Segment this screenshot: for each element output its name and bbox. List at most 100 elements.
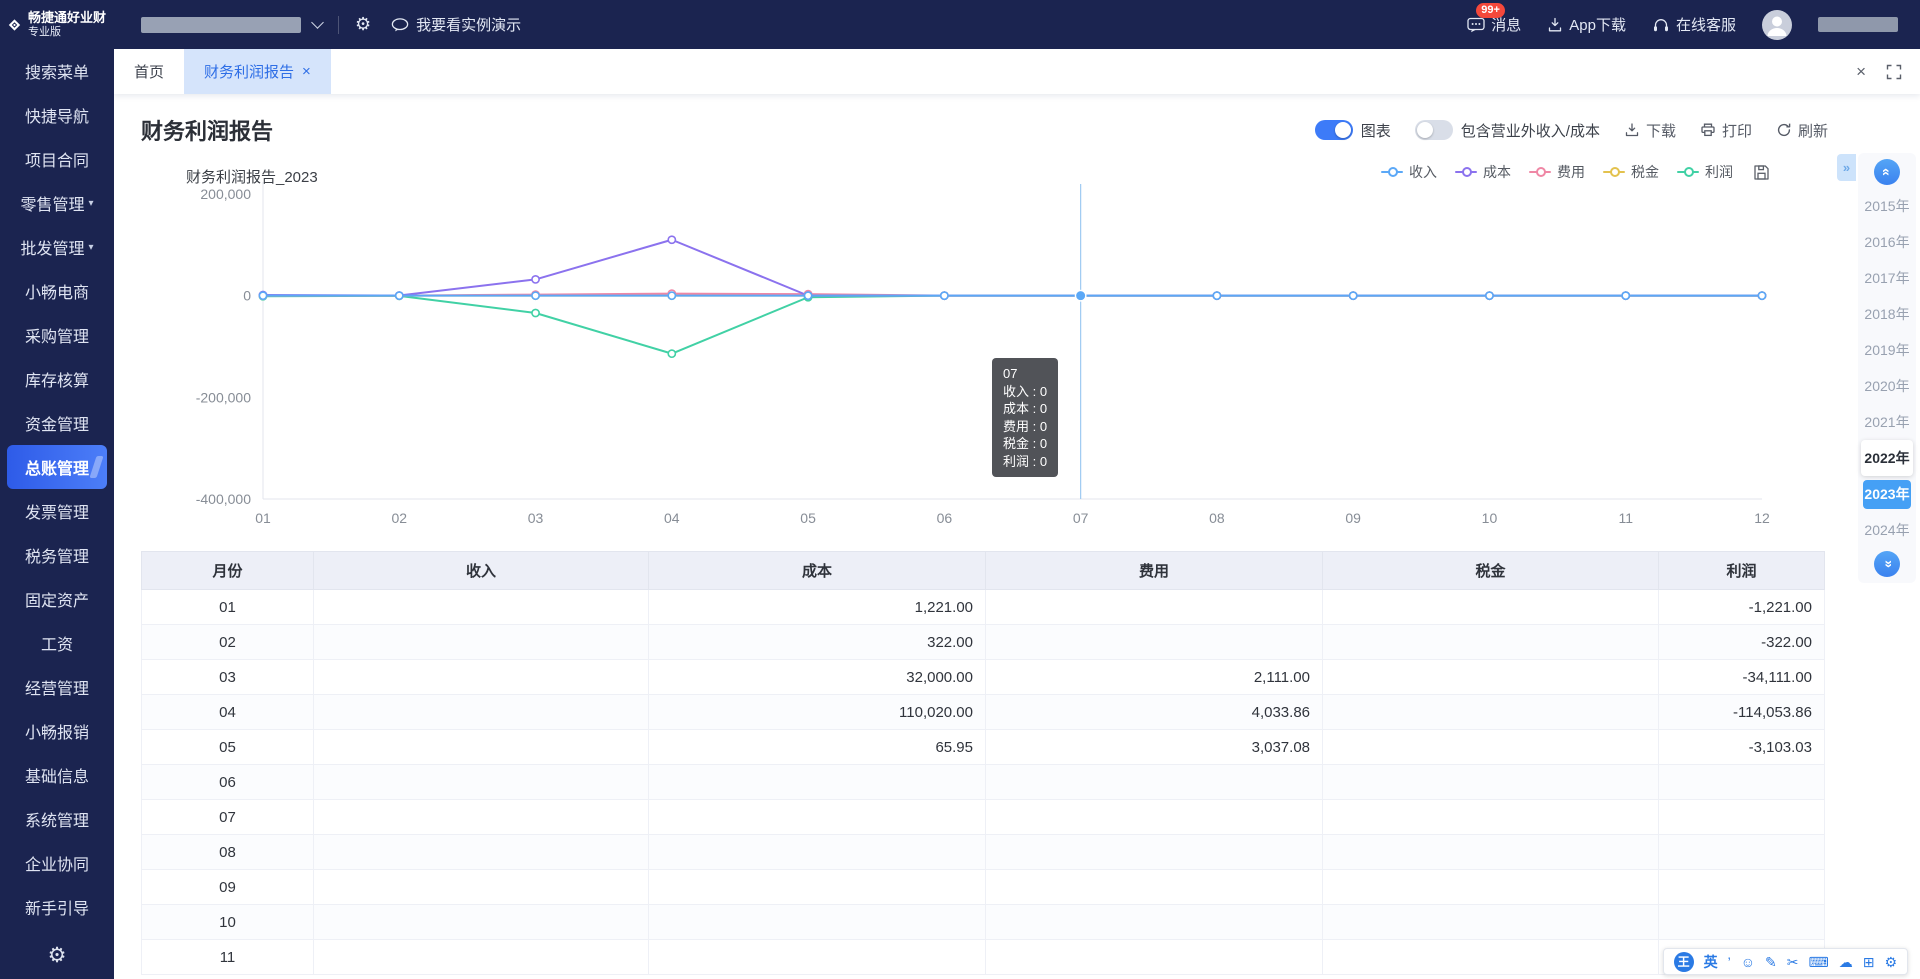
sidebar-item-20[interactable]: 新手引导	[0, 885, 114, 929]
avatar[interactable]	[1762, 9, 1792, 40]
chart-toggle-switch[interactable]	[1314, 120, 1353, 140]
sidebar-item-8[interactable]: 库存核算	[0, 357, 114, 401]
action-label: 下载	[1645, 122, 1676, 140]
sidebar-item-10[interactable]: 总账管理	[7, 445, 107, 489]
sidebar-item-label: 小畅电商	[24, 285, 89, 302]
sidebar-item-17[interactable]: 基础信息	[0, 753, 114, 797]
close-all-icon[interactable]: ×	[1856, 61, 1866, 81]
legend-item-3[interactable]: 费用	[1529, 162, 1585, 182]
ime-icon-2[interactable]: ☺	[1740, 953, 1756, 970]
sidebar-item-1[interactable]: 搜索菜单	[0, 49, 114, 93]
month-cell: 09	[141, 869, 314, 905]
refresh-button[interactable]: 刷新	[1776, 120, 1828, 141]
company-selector[interactable]	[141, 15, 324, 33]
print-button[interactable]: 打印	[1700, 120, 1752, 141]
scroll-years-down-button[interactable]: «	[1874, 551, 1900, 577]
sidebar-item-7[interactable]: 采购管理	[0, 313, 114, 357]
ime-language-mode[interactable]: 英	[1703, 953, 1718, 970]
value-cell: 3,037.08	[985, 729, 1323, 765]
table-row: 07	[141, 799, 1825, 835]
legend-item-1[interactable]: 收入	[1381, 162, 1437, 182]
legend-item-4[interactable]: 税金	[1603, 162, 1659, 182]
year-option-2021[interactable]: 2021年	[1864, 414, 1910, 430]
value-cell	[1322, 869, 1659, 905]
sidebar-item-4[interactable]: 零售管理 ▾	[0, 181, 114, 225]
ime-icon-7[interactable]: ⊞	[1862, 953, 1875, 970]
year-option-2020[interactable]: 2020年	[1864, 378, 1910, 394]
sidebar-item-11[interactable]: 发票管理	[0, 489, 114, 533]
sidebar-item-9[interactable]: 资金管理	[0, 401, 114, 445]
legend-item-5[interactable]: 利润	[1677, 162, 1733, 182]
sidebar-item-label: 固定资产	[24, 593, 89, 610]
sidebar-item-12[interactable]: 税务管理	[0, 533, 114, 577]
year-option-2015[interactable]: 2015年	[1864, 198, 1910, 214]
app-download-button[interactable]: App下载	[1547, 14, 1626, 35]
profit-table: 月份 收入 成本 费用 税金 利润 01 1,221.00 -1,221.00 02 322.00…	[141, 551, 1825, 975]
year-option-2024[interactable]: 2024年	[1864, 522, 1910, 538]
ime-logo-icon[interactable]: 王	[1673, 951, 1694, 972]
value-cell	[1322, 904, 1659, 940]
ime-icon-6[interactable]: ☁	[1838, 953, 1853, 970]
ime-icon-1[interactable]: ’	[1727, 953, 1731, 970]
sidebar-item-15[interactable]: 经营管理	[0, 665, 114, 709]
month-cell: 07	[141, 799, 314, 835]
demo-button[interactable]: 我要看实例演示	[391, 14, 521, 35]
value-cell	[648, 799, 986, 835]
table-row: 10	[141, 904, 1825, 940]
sidebar-item-14[interactable]: 工资	[0, 621, 114, 665]
tab-2[interactable]: 财务利润报告 ×	[184, 49, 331, 94]
sidebar-item-6[interactable]: 小畅电商	[0, 269, 114, 313]
table-row: 11	[141, 939, 1825, 975]
chart-toggle-group[interactable]: 图表	[1314, 120, 1391, 141]
sidebar-item-13[interactable]: 固定资产	[0, 577, 114, 621]
topbar-right: 99+ 消息 App下载 在线客服	[1467, 3, 1898, 40]
value-cell	[985, 939, 1323, 975]
year-option-2016[interactable]: 2016年	[1864, 234, 1910, 250]
chart-title: 财务利润报告_2023	[186, 169, 318, 186]
ime-icon-3[interactable]: ✎	[1765, 953, 1777, 970]
sidebar-item-3[interactable]: 项目合同	[0, 137, 114, 181]
include-nonoperating-toggle-group[interactable]: 包含营业外收入/成本	[1414, 120, 1600, 141]
save-image-icon[interactable]	[1753, 164, 1770, 181]
legend-items: 收入 成本 费用 税金 利润	[1381, 162, 1733, 182]
value-cell: 2,111.00	[985, 659, 1323, 695]
value-cell: 4,033.86	[985, 694, 1323, 730]
year-option-2017[interactable]: 2017年	[1864, 270, 1910, 286]
include-nonoperating-toggle-switch[interactable]	[1414, 120, 1453, 140]
tab-1[interactable]: 首页	[114, 49, 184, 94]
settings-gear-icon[interactable]: ⚙	[355, 14, 372, 34]
scroll-years-up-button[interactable]: «	[1874, 159, 1900, 185]
sidebar-item-label: 系统管理	[24, 813, 89, 830]
fullscreen-icon[interactable]	[1886, 64, 1902, 80]
online-support-button[interactable]: 在线客服	[1652, 14, 1736, 35]
ime-icon-4[interactable]: ✂	[1786, 953, 1799, 970]
tab-close-icon[interactable]: ×	[302, 63, 311, 80]
value-cell	[313, 659, 649, 695]
legend-item-2[interactable]: 成本	[1455, 162, 1511, 182]
sidebar-item-18[interactable]: 系统管理	[0, 797, 114, 841]
sidebar-item-2[interactable]: 快捷导航	[0, 93, 114, 137]
sidebar-settings-gear-icon[interactable]: ⚙	[47, 943, 67, 967]
value-cell	[985, 834, 1323, 870]
messages-button[interactable]: 99+ 消息	[1467, 3, 1521, 35]
chevron-down-icon: ▾	[88, 241, 94, 253]
year-option-2018[interactable]: 2018年	[1864, 306, 1910, 322]
year-option-2019[interactable]: 2019年	[1864, 342, 1910, 358]
year-option-2022[interactable]: 2022年	[1861, 440, 1913, 476]
value-cell	[1322, 694, 1659, 730]
sidebar-item-19[interactable]: 企业协同	[0, 841, 114, 885]
ime-icon-8[interactable]: ⚙	[1884, 953, 1897, 970]
sidebar-item-5[interactable]: 批发管理 ▾	[0, 225, 114, 269]
collapse-panel-handle[interactable]: »	[1837, 154, 1856, 181]
year-selector-panel: « 2015年 2016年 2017年 2018年 2019年 2020年 2021年 202…	[1858, 153, 1916, 583]
year-option-2023[interactable]: 2023年	[1863, 479, 1911, 509]
sidebar-item-label: 小畅报销	[24, 725, 89, 742]
ime-icon-5[interactable]: ⌨	[1808, 953, 1829, 970]
value-cell	[313, 904, 649, 940]
value-cell	[1658, 869, 1825, 905]
download-button[interactable]: 下载	[1624, 120, 1676, 141]
sidebar-item-label: 资金管理	[24, 417, 89, 434]
include-nonoperating-toggle-label: 包含营业外收入/成本	[1460, 122, 1600, 140]
sidebar-item-16[interactable]: 小畅报销	[0, 709, 114, 753]
